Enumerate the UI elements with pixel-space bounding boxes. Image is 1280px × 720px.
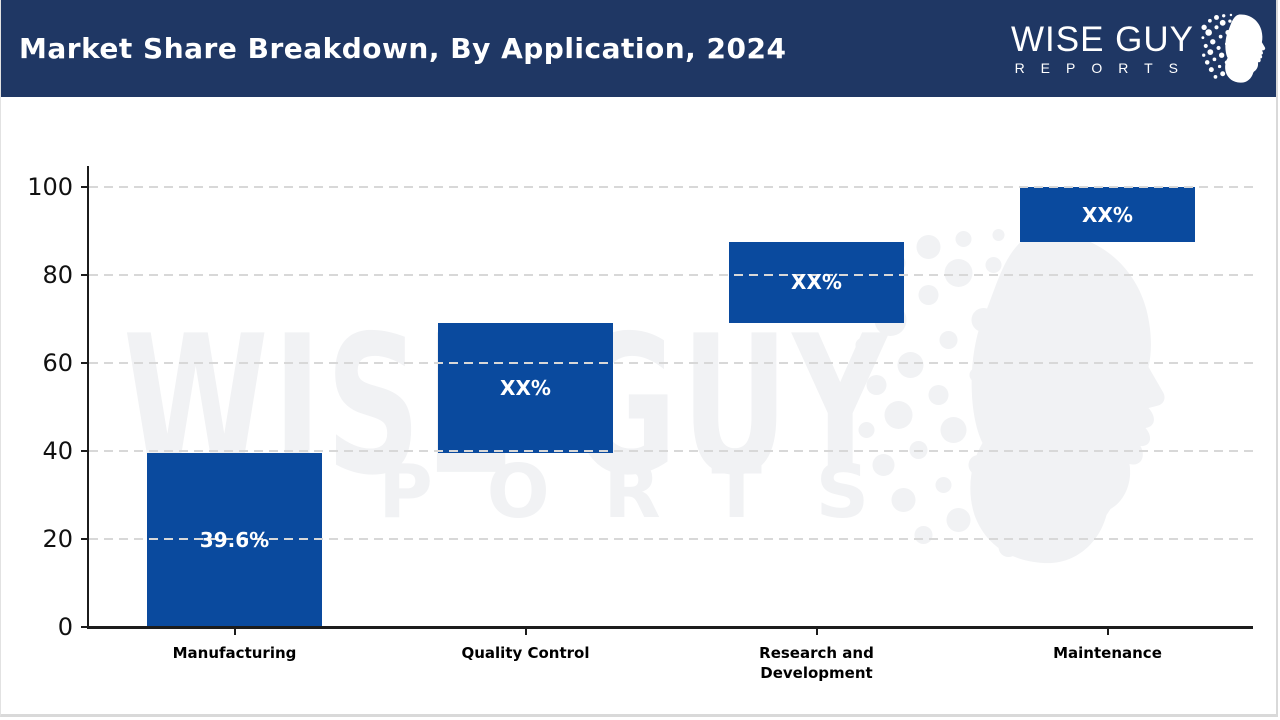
bar-quality-control: [438, 322, 613, 453]
gridline-40: [89, 450, 1253, 452]
gridline-20: [89, 538, 1253, 540]
logo-head-icon: [1201, 13, 1266, 83]
chart-title: Market Share Breakdown, By Application, …: [19, 32, 787, 65]
x-tick-mark: [233, 627, 236, 635]
y-tick-label: 0: [57, 613, 73, 641]
y-tick-mark: [81, 274, 89, 276]
y-tick-mark: [81, 626, 89, 628]
watermark-head-icon: [855, 229, 1165, 564]
y-axis-spine: [87, 166, 89, 629]
logo-wordmark: WISE GUY: [1010, 20, 1194, 59]
bar-value-label: 39.6%: [199, 527, 270, 552]
x-axis-spine: [87, 626, 1253, 629]
bar-value-label: XX%: [500, 375, 551, 400]
y-tick-mark: [81, 362, 89, 364]
gridline-60: [89, 362, 1253, 364]
x-tick-mark: [1106, 627, 1109, 635]
x-category-label: Manufacturing: [172, 644, 297, 662]
y-tick-label: 80: [42, 261, 73, 289]
x-tick-mark: [524, 627, 527, 635]
x-category-label: Research and Development: [759, 644, 874, 683]
y-tick-mark: [81, 538, 89, 540]
x-category-label: Quality Control: [461, 644, 590, 662]
y-tick-mark: [81, 186, 89, 188]
bar-research-and-development: [729, 242, 904, 323]
bar-value-label: XX%: [1082, 202, 1133, 227]
bar-maintenance: [1020, 187, 1195, 242]
logo-subtitle: REPORTS: [1014, 60, 1194, 76]
gridline-100: [89, 186, 1253, 188]
y-tick-mark: [81, 450, 89, 452]
logo-text: WISE GUY REPORTS: [1011, 22, 1194, 75]
x-category-label: Maintenance: [1053, 644, 1162, 662]
bar-value-label: XX%: [791, 270, 842, 295]
y-tick-label: 40: [42, 437, 73, 465]
y-tick-label: 100: [27, 173, 73, 201]
wise-guy-logo: WISE GUY REPORTS: [1011, 9, 1266, 89]
header: Market Share Breakdown, By Application, …: [1, 0, 1276, 97]
y-tick-label: 20: [42, 525, 73, 553]
gridline-80: [89, 274, 1253, 276]
y-tick-label: 60: [42, 349, 73, 377]
waterfall-chart: WISE GUY REPORTS 0 20 40 60 80 100 39.: [1, 97, 1279, 717]
x-tick-mark: [815, 627, 818, 635]
